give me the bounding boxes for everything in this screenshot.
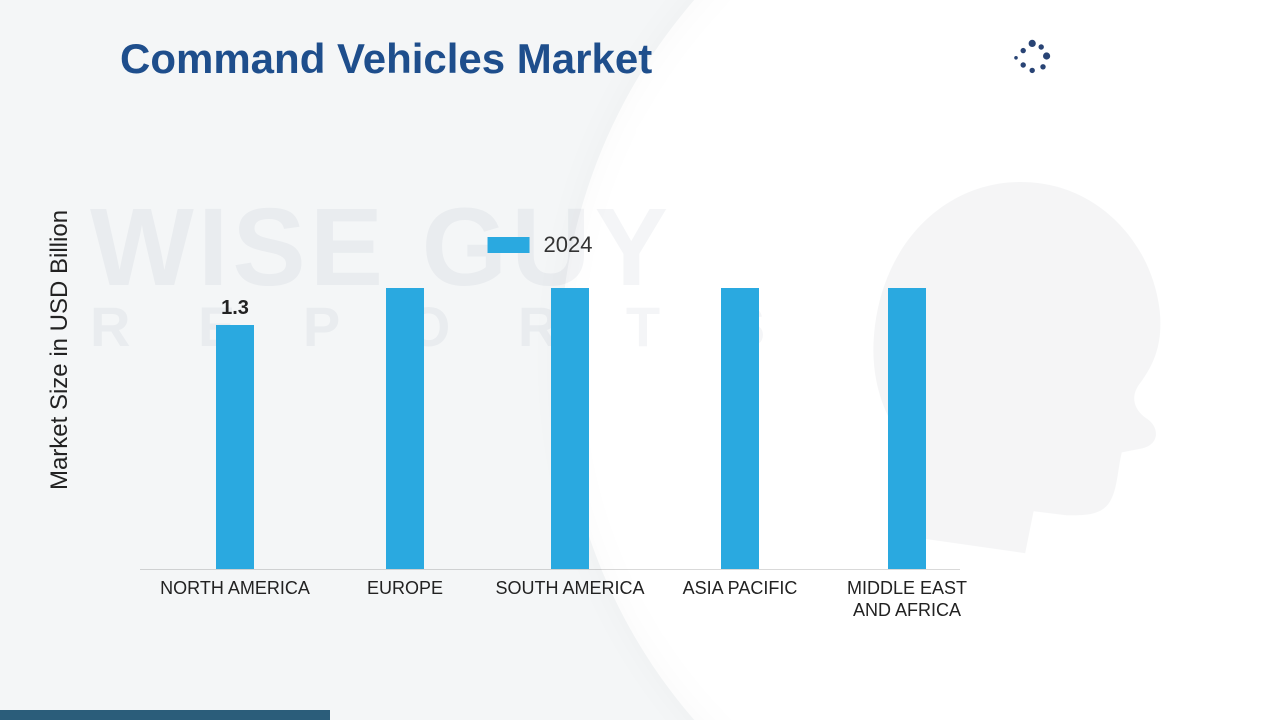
- x-axis-label: NORTH AMERICA: [160, 578, 310, 600]
- bar: [551, 288, 589, 569]
- brand-logo: WISE GUY REPORTS: [1084, 28, 1250, 78]
- logo-head-icon: [980, 20, 1070, 110]
- legend: 2024: [488, 232, 593, 258]
- bar: [386, 288, 424, 569]
- y-axis-label: Market Size in USD Billion: [46, 210, 74, 490]
- x-axis-label: MIDDLE EAST AND AFRICA: [832, 578, 982, 621]
- x-axis-label: ASIA PACIFIC: [665, 578, 815, 600]
- logo-line1: WISE GUY: [1084, 28, 1250, 58]
- bar: [216, 325, 254, 569]
- bar: [721, 288, 759, 569]
- x-axis-label: EUROPE: [330, 578, 480, 600]
- legend-label: 2024: [544, 232, 593, 258]
- bottom-accent-bar: [0, 710, 330, 720]
- x-axis-label: SOUTH AMERICA: [495, 578, 645, 600]
- stage: Command Vehicles Market WISE GUY R E P O…: [0, 0, 1280, 720]
- bar-chart: 2024 1.3NORTH AMERICAEUROPESOUTH AMERICA…: [100, 140, 980, 580]
- bar: [888, 288, 926, 569]
- logo-line2: REPORTS: [1084, 62, 1250, 78]
- bar-value-label: 1.3: [221, 297, 249, 320]
- chart-title: Command Vehicles Market: [120, 35, 652, 83]
- plot-area: 1.3NORTH AMERICAEUROPESOUTH AMERICAASIA …: [140, 270, 960, 570]
- legend-swatch: [488, 237, 530, 253]
